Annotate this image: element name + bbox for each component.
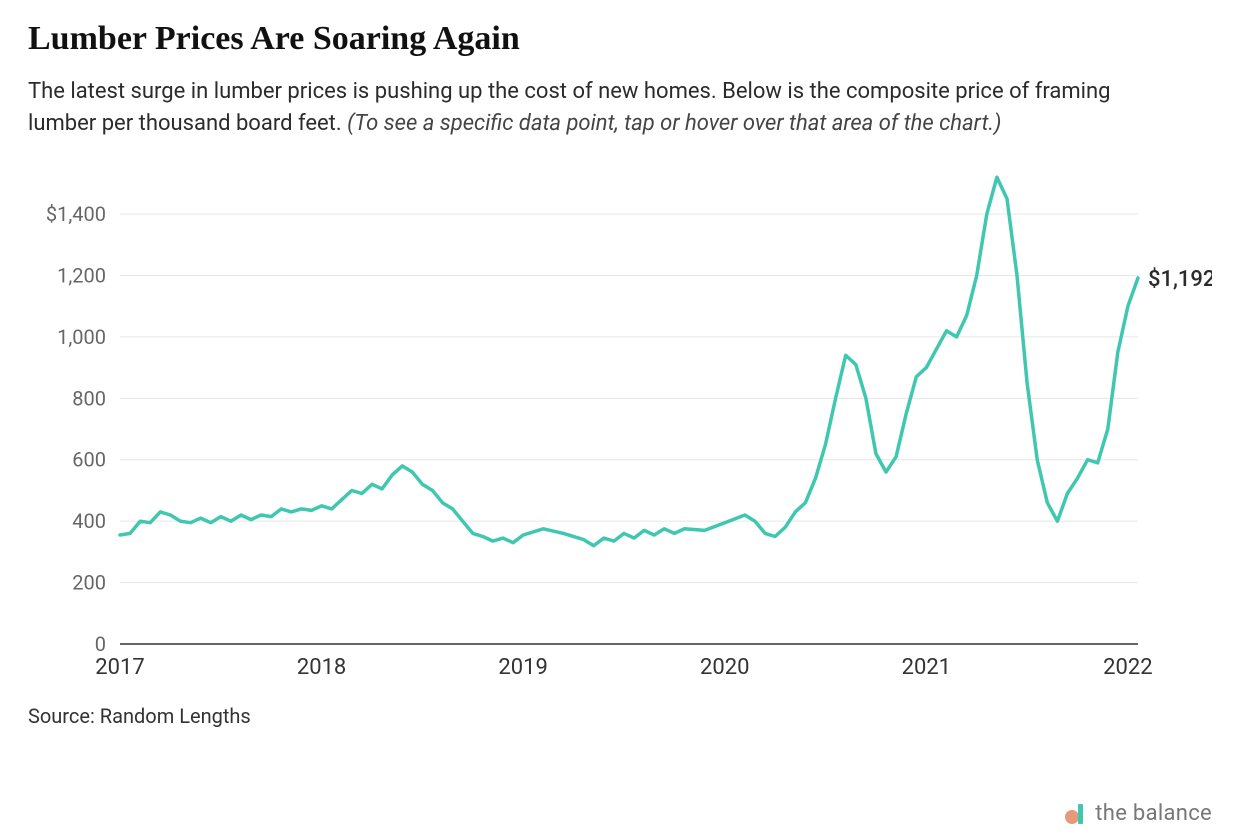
line-chart-svg: 0 200 400 600 800 1,000 1,200 $1,400 2017 2018 201…	[28, 150, 1212, 690]
x-tick-label: 2017	[95, 655, 144, 680]
x-tick-label: 2022	[1103, 655, 1152, 680]
chart-source: Source: Random Lengths	[28, 704, 1212, 728]
y-tick-label: 800	[72, 386, 106, 410]
end-value-label: $1,192	[1148, 267, 1212, 292]
y-tick-label: 400	[72, 509, 106, 533]
y-tick-label: 200	[72, 570, 106, 594]
chart-area[interactable]: 0 200 400 600 800 1,000 1,200 $1,400 2017 2018 201…	[28, 150, 1212, 690]
brand-text: the balance	[1095, 801, 1212, 826]
subtitle-hint: (To see a specific data point, tap or ho…	[347, 111, 1001, 136]
y-tick-label: 0	[95, 632, 106, 656]
x-tick-label: 2021	[902, 655, 951, 680]
y-tick-label: 1,200	[57, 263, 106, 287]
price-line	[120, 177, 1138, 546]
chart-subtitle: The latest surge in lumber prices is pus…	[28, 76, 1148, 140]
x-tick-label: 2018	[297, 655, 346, 680]
chart-title: Lumber Prices Are Soaring Again	[28, 20, 1212, 58]
x-tick-label: 2019	[498, 655, 547, 680]
y-tick-label: $1,400	[46, 202, 106, 226]
y-tick-label: 600	[72, 448, 106, 472]
x-tick-label: 2020	[700, 655, 749, 680]
brand-logo-icon	[1063, 802, 1087, 826]
y-tick-label: 1,000	[57, 325, 106, 349]
publisher-brand: the balance	[1063, 801, 1212, 826]
